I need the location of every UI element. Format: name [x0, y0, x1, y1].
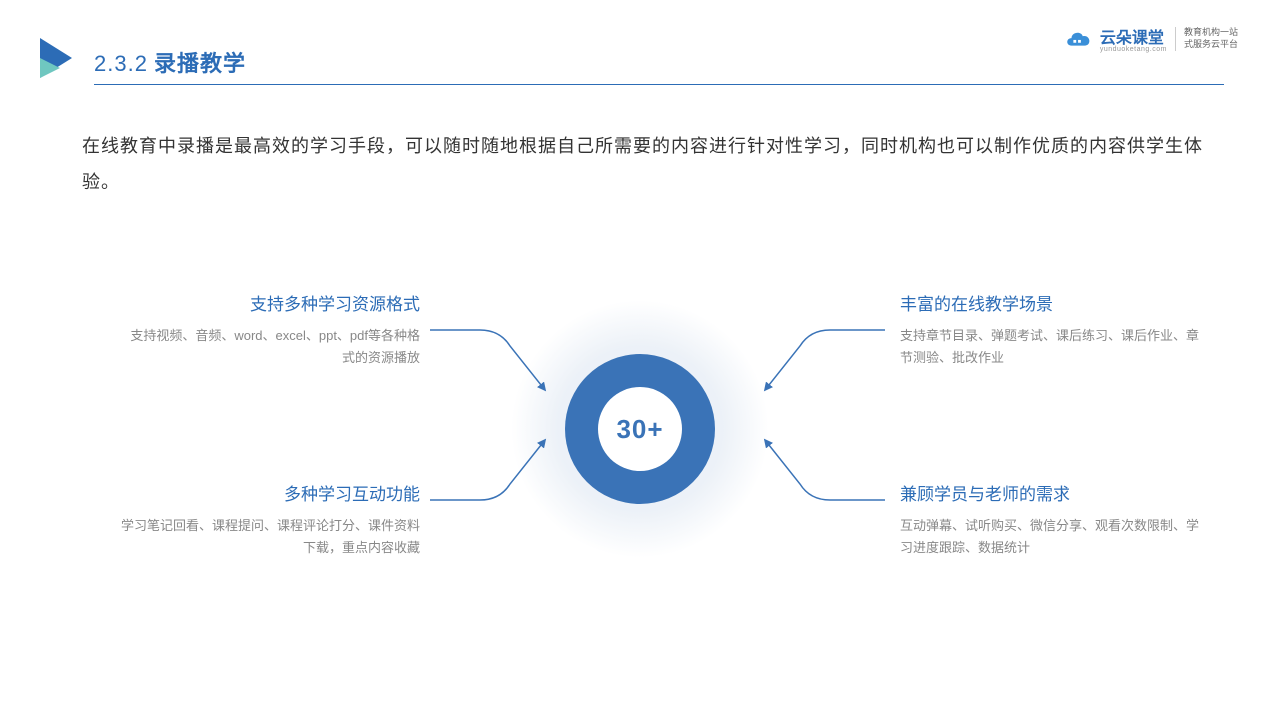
logo-text-block: 云朵课堂 yunduoketang.com: [1100, 24, 1167, 53]
connector-top-right: [765, 330, 885, 390]
slide: 2.3.2录播教学 云朵课堂 yunduoketang.com 教育机构一站 式…: [0, 0, 1280, 720]
feature-bottom-left: 多种学习互动功能 学习笔记回看、课程提问、课程评论打分、课件资料下载，重点内容收…: [120, 480, 420, 559]
feature-diagram: 支持多种学习资源格式 支持视频、音频、word、excel、ppt、pdf等各种…: [0, 250, 1280, 650]
connector-bottom-right: [765, 440, 885, 500]
section-title: 2.3.2录播教学: [94, 46, 246, 78]
feature-title: 兼顾学员与老师的需求: [900, 480, 1200, 505]
center-circle: 30+: [565, 354, 715, 504]
feature-title: 多种学习互动功能: [120, 480, 420, 505]
intro-paragraph: 在线教育中录播是最高效的学习手段，可以随时随地根据自己所需要的内容进行针对性学习…: [82, 128, 1220, 200]
logo-divider: [1175, 27, 1176, 51]
cloud-icon: [1064, 28, 1094, 50]
feature-desc: 学习笔记回看、课程提问、课程评论打分、课件资料下载，重点内容收藏: [120, 515, 420, 559]
play-icon: [34, 36, 78, 80]
logo-tagline-line1: 教育机构一站: [1184, 27, 1238, 39]
feature-title: 丰富的在线教学场景: [900, 290, 1200, 315]
logo-brand: 云朵课堂: [1100, 30, 1164, 47]
feature-title: 支持多种学习资源格式: [120, 290, 420, 315]
feature-top-left: 支持多种学习资源格式 支持视频、音频、word、excel、ppt、pdf等各种…: [120, 290, 420, 369]
feature-desc: 支持视频、音频、word、excel、ppt、pdf等各种格式的资源播放: [120, 325, 420, 369]
feature-top-right: 丰富的在线教学场景 支持章节目录、弹题考试、课后练习、课后作业、章节测验、批改作…: [900, 290, 1200, 369]
feature-desc: 支持章节目录、弹题考试、课后练习、课后作业、章节测验、批改作业: [900, 325, 1200, 369]
center-ring: 30+: [565, 354, 715, 504]
center-value: 30+: [616, 414, 663, 445]
feature-bottom-right: 兼顾学员与老师的需求 互动弹幕、试听购买、微信分享、观看次数限制、学习进度跟踪、…: [900, 480, 1200, 559]
section-title-text: 录播教学: [154, 51, 246, 76]
section-number: 2.3.2: [94, 51, 148, 76]
center-inner: 30+: [598, 387, 682, 471]
title-underline: [94, 84, 1224, 85]
brand-logo: 云朵课堂 yunduoketang.com 教育机构一站 式服务云平台: [1064, 24, 1238, 53]
logo-tagline-line2: 式服务云平台: [1184, 39, 1238, 51]
logo-tagline: 教育机构一站 式服务云平台: [1184, 27, 1238, 50]
logo-domain: yunduoketang.com: [1100, 46, 1167, 53]
feature-desc: 互动弹幕、试听购买、微信分享、观看次数限制、学习进度跟踪、数据统计: [900, 515, 1200, 559]
